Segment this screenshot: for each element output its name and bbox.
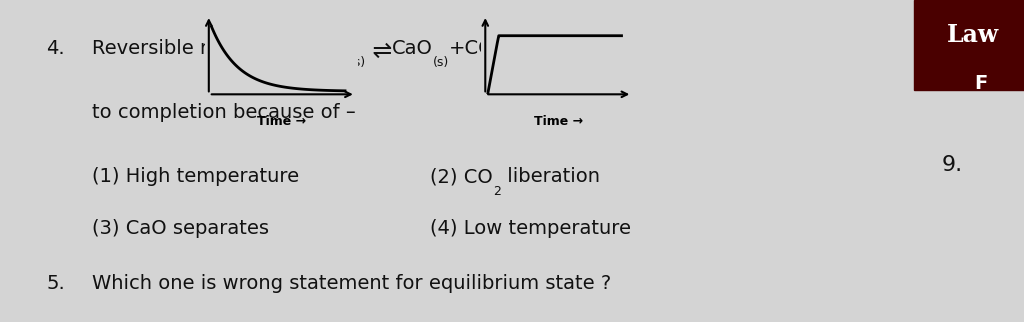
Text: 3(s): 3(s)	[341, 56, 365, 69]
Text: 2: 2	[493, 185, 501, 198]
Bar	[914, 0, 1024, 90]
Text: Reversible reaction CaCO: Reversible reaction CaCO	[92, 39, 341, 58]
Text: 5.: 5.	[46, 274, 65, 293]
Text: Time →: Time →	[257, 115, 306, 128]
Text: 4.: 4.	[46, 39, 65, 58]
Text: 2(g): 2(g)	[495, 56, 520, 69]
Text: to completion because of –: to completion because of –	[92, 103, 356, 122]
Text: ⇌: ⇌	[365, 39, 392, 63]
Text: F: F	[975, 74, 988, 93]
Text: +CO: +CO	[450, 39, 495, 58]
Text: CaO: CaO	[392, 39, 433, 58]
Text: 9.: 9.	[942, 155, 963, 175]
Text: Time →: Time →	[534, 115, 583, 128]
Text: (4) Low temperature: (4) Low temperature	[430, 219, 631, 238]
Text: liberation: liberation	[501, 167, 600, 186]
Text: go: go	[520, 39, 551, 58]
Text: (3) CaO separates: (3) CaO separates	[92, 219, 269, 238]
Text: Which one is wrong statement for equilibrium state ?: Which one is wrong statement for equilib…	[92, 274, 611, 293]
Text: (1) High temperature: (1) High temperature	[92, 167, 299, 186]
Text: (2) CO: (2) CO	[430, 167, 493, 186]
Text: (s): (s)	[433, 56, 450, 69]
Text: Law: Law	[947, 23, 999, 47]
